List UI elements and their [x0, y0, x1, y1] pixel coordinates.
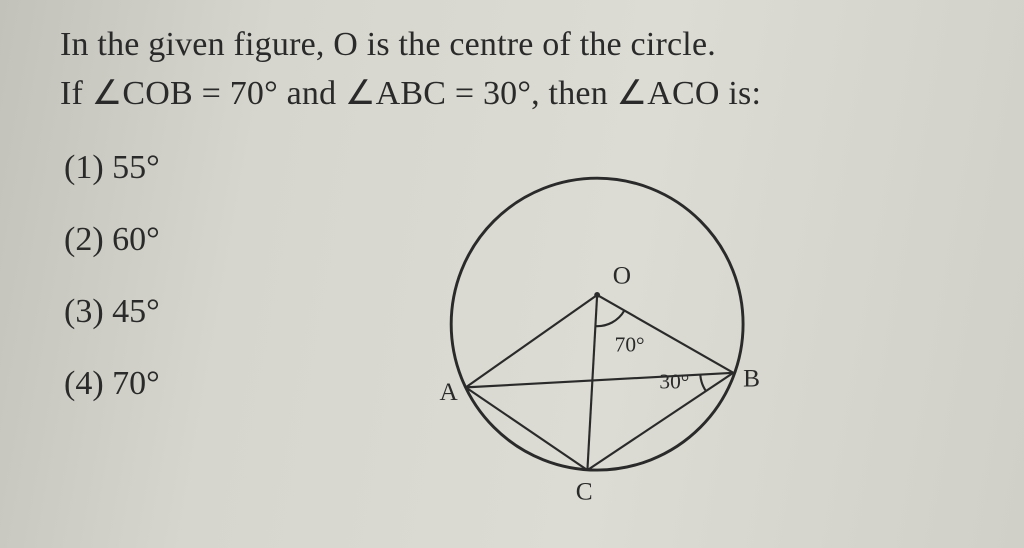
- diagram-container: 70° 30° O A B C: [220, 149, 984, 509]
- option-3-text: 45°: [112, 293, 160, 330]
- line-OC: [587, 295, 597, 470]
- option-1-num: (1): [64, 149, 104, 186]
- point-label-C: C: [576, 477, 593, 505]
- option-3-num: (3): [64, 293, 104, 330]
- option-2: (2) 60°: [64, 221, 160, 259]
- point-label-B: B: [743, 364, 760, 392]
- question-line-2: If ∠COB = 70° and ∠ABC = 30°, then ∠ACO …: [60, 75, 761, 112]
- option-1-text: 55°: [112, 149, 160, 186]
- center-dot-icon: [594, 292, 600, 298]
- angle-label-cob: 70°: [615, 332, 645, 356]
- angle-arc-cob-icon: [595, 310, 624, 326]
- question-text: In the given figure, O is the centre of …: [60, 20, 984, 119]
- line-CA: [466, 387, 588, 470]
- angle-arc-abc-icon: [700, 374, 706, 391]
- option-4: (4) 70°: [64, 365, 160, 403]
- line-OA: [466, 295, 597, 387]
- point-label-A: A: [439, 378, 458, 406]
- option-3: (3) 45°: [64, 293, 160, 331]
- options-list: (1) 55° (2) 60° (3) 45° (4) 70°: [60, 149, 160, 403]
- option-2-text: 60°: [112, 221, 160, 258]
- content-row: (1) 55° (2) 60° (3) 45° (4) 70°: [60, 149, 984, 509]
- option-4-num: (4): [64, 365, 104, 402]
- option-1: (1) 55°: [64, 149, 160, 187]
- question-line-1: In the given figure, O is the centre of …: [60, 26, 716, 63]
- line-AB: [466, 372, 734, 387]
- circle-outline: [451, 178, 743, 470]
- option-4-text: 70°: [112, 365, 160, 402]
- option-2-num: (2): [64, 221, 104, 258]
- circle-diagram: 70° 30° O A B C: [422, 149, 782, 509]
- point-label-O: O: [613, 261, 631, 289]
- angle-label-abc: 30°: [659, 369, 689, 393]
